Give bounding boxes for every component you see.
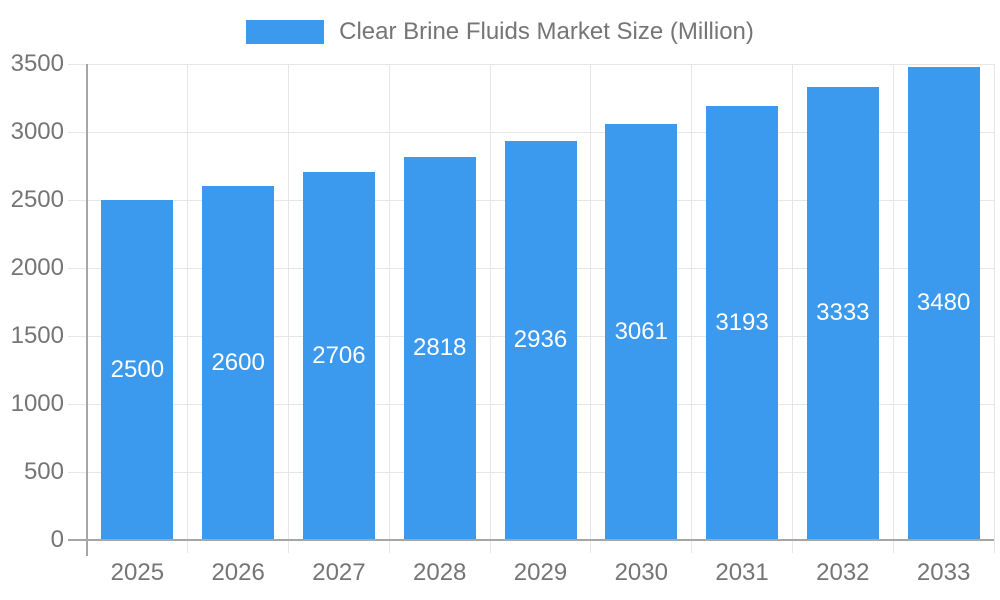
gridline-horizontal bbox=[68, 63, 994, 65]
bar[interactable]: 2500 bbox=[101, 200, 174, 540]
bar[interactable]: 3480 bbox=[907, 66, 980, 540]
bar-value-label: 2936 bbox=[513, 326, 568, 354]
gridline-horizontal bbox=[68, 131, 994, 133]
bar-value-label: 2818 bbox=[413, 334, 467, 362]
legend-item[interactable]: Clear Brine Fluids Market Size (Million) bbox=[0, 17, 1000, 47]
y-axis-tick-label: 500 bbox=[23, 458, 64, 485]
x-axis-tick-label: 2032 bbox=[816, 559, 870, 586]
bar-value-label: 3061 bbox=[614, 317, 668, 345]
bar-value-label: 2706 bbox=[312, 341, 366, 369]
bar[interactable]: 3333 bbox=[806, 86, 879, 540]
bar-value-label: 3480 bbox=[916, 289, 971, 317]
gridline-vertical bbox=[691, 64, 693, 553]
bar-value-label: 2500 bbox=[110, 356, 165, 383]
y-axis-tick-label: 3500 bbox=[10, 50, 64, 77]
y-axis-tick-label: 0 bbox=[50, 526, 64, 553]
bar[interactable]: 2936 bbox=[504, 140, 577, 540]
x-axis-tick-label: 2033 bbox=[916, 559, 971, 586]
y-axis-tick-label: 2500 bbox=[10, 186, 64, 213]
x-axis-baseline bbox=[68, 539, 994, 541]
x-axis-tick-label: 2029 bbox=[513, 559, 568, 586]
bar-value-label: 3333 bbox=[816, 299, 870, 327]
bar[interactable]: 3061 bbox=[605, 123, 678, 540]
x-axis-tick-label: 2025 bbox=[110, 559, 165, 586]
bar-value-label: 2600 bbox=[211, 349, 265, 377]
gridline-vertical bbox=[288, 64, 290, 553]
chart-title: Clear Brine Fluids Market Size (Million) bbox=[339, 18, 754, 45]
legend-swatch bbox=[246, 20, 325, 44]
x-axis-tick-label: 2030 bbox=[614, 559, 668, 586]
gridline-vertical bbox=[187, 64, 189, 553]
gridline-vertical bbox=[892, 64, 894, 553]
x-axis-tick-label: 2027 bbox=[312, 559, 366, 586]
y-axis-tick-label: 2000 bbox=[10, 254, 64, 281]
x-axis-tick-label: 2031 bbox=[715, 559, 769, 586]
bar[interactable]: 3193 bbox=[706, 105, 779, 540]
gridline-vertical bbox=[489, 64, 491, 553]
y-axis-tick-label: 1000 bbox=[10, 390, 64, 417]
gridline-vertical bbox=[590, 64, 592, 553]
y-axis-tick-label: 3000 bbox=[10, 118, 64, 145]
bar[interactable]: 2706 bbox=[302, 171, 375, 540]
x-axis-tick-label: 2028 bbox=[413, 559, 467, 586]
x-axis-tick-label: 2026 bbox=[211, 559, 265, 586]
y-axis-line bbox=[86, 64, 88, 556]
gridline-vertical bbox=[388, 64, 390, 553]
y-axis-tick-label: 1500 bbox=[10, 322, 64, 349]
gridline-vertical bbox=[993, 64, 995, 553]
bar[interactable]: 2818 bbox=[403, 156, 476, 540]
gridline-vertical bbox=[791, 64, 793, 553]
bar-value-label: 3193 bbox=[715, 308, 769, 336]
bar[interactable]: 2600 bbox=[202, 186, 275, 540]
